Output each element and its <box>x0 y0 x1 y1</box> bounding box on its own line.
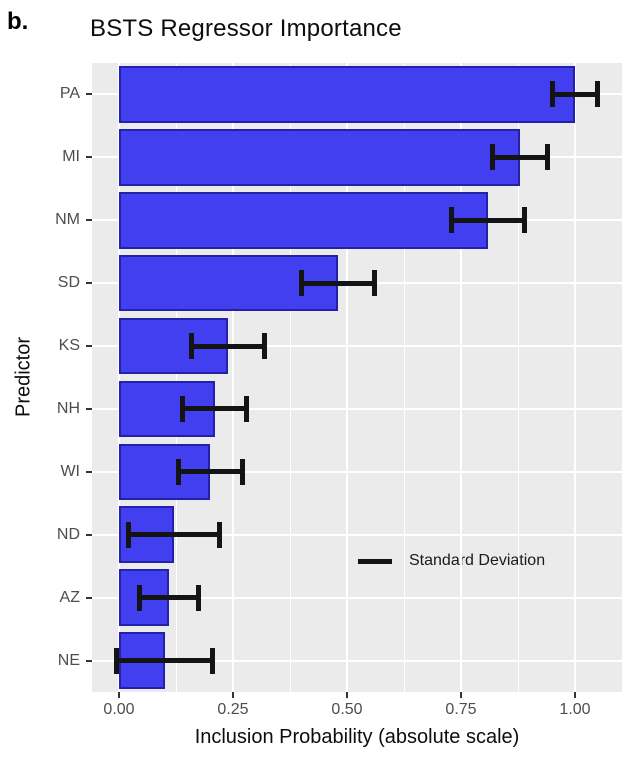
errorbar-cap-right-ks <box>262 333 268 360</box>
y-tick-label-ks: KS <box>58 337 80 355</box>
gridline-major-y <box>92 596 622 599</box>
x-tick-0.00 <box>118 692 120 698</box>
gridline-major-x <box>574 63 576 692</box>
gridline-major-x <box>232 63 234 692</box>
bar-mi <box>119 129 521 186</box>
y-tick-nh <box>86 407 92 410</box>
errorbar-cap-right-nm <box>522 207 528 234</box>
bar-nm <box>119 191 489 249</box>
errorbar-cap-left-az <box>137 584 143 611</box>
gridline-major-y <box>92 345 622 348</box>
y-tick-wi <box>86 470 92 473</box>
y-tick-sd <box>86 282 92 285</box>
x-tick-label-0.00: 0.00 <box>103 701 135 718</box>
gridline-major-y <box>92 533 622 536</box>
gridline-major-y <box>92 659 622 662</box>
x-tick-1.00 <box>574 692 576 698</box>
y-tick-nd <box>86 533 92 536</box>
y-tick-label-nd: ND <box>56 525 80 543</box>
y-tick-ks <box>86 345 92 348</box>
gridline-major-x <box>346 63 348 692</box>
errorbar-ne <box>116 658 213 664</box>
errorbar-cap-left-nd <box>125 521 131 548</box>
errorbar-pa <box>552 91 598 97</box>
errorbar-cap-left-wi <box>175 458 181 485</box>
legend: Standard Deviation <box>358 552 545 570</box>
gridline-minor-x <box>517 63 519 692</box>
errorbar-cap-right-ne <box>209 647 215 674</box>
errorbar-cap-left-nm <box>449 207 455 234</box>
errorbar-cap-right-nh <box>244 395 250 422</box>
errorbar-cap-right-sd <box>371 270 377 297</box>
errorbar-cap-right-pa <box>595 81 601 108</box>
errorbar-cap-left-mi <box>490 144 496 171</box>
y-tick-label-mi: MI <box>62 148 80 166</box>
errorbar-nd <box>128 532 220 538</box>
errorbar-cap-right-nd <box>216 521 222 548</box>
y-tick-az <box>86 596 92 599</box>
x-axis-title: Inclusion Probability (absolute scale) <box>194 726 520 748</box>
y-tick-label-nm: NM <box>55 211 80 229</box>
errorbar-cap-right-mi <box>545 144 551 171</box>
legend-errorbar-key <box>358 558 392 564</box>
gridline-major-y <box>92 407 622 410</box>
x-tick-label-0.75: 0.75 <box>445 701 477 718</box>
legend-label: Standard Deviation <box>409 552 546 569</box>
errorbar-sd <box>301 280 375 286</box>
errorbar-ks <box>191 343 265 349</box>
errorbar-cap-right-wi <box>239 458 245 485</box>
y-tick-mi <box>86 156 92 159</box>
y-tick-pa <box>86 93 92 96</box>
errorbar-cap-left-nh <box>180 395 186 422</box>
y-axis-title: Predictor <box>12 336 35 418</box>
gridline-major-y <box>92 470 622 473</box>
chart-title: BSTS Regressor Importance <box>90 15 402 42</box>
x-tick-label-0.25: 0.25 <box>217 701 249 718</box>
errorbar-cap-left-ne <box>114 647 120 674</box>
plot-panel: Standard Deviation <box>92 63 622 692</box>
errorbar-nm <box>451 217 525 223</box>
y-tick-label-ne: NE <box>57 651 80 669</box>
y-tick-label-wi: WI <box>60 462 80 480</box>
gridline-major-x <box>118 63 120 692</box>
errorbar-wi <box>178 469 243 475</box>
errorbar-mi <box>492 154 548 160</box>
figure-panel-label: b. <box>7 8 29 35</box>
y-tick-nm <box>86 219 92 222</box>
errorbar-cap-right-az <box>196 584 202 611</box>
y-tick-label-pa: PA <box>59 85 80 103</box>
errorbar-nh <box>182 406 247 412</box>
y-tick-label-sd: SD <box>57 274 80 292</box>
gridline-minor-x <box>289 63 291 692</box>
bar-pa <box>119 66 575 123</box>
x-tick-label-0.50: 0.50 <box>331 701 363 718</box>
gridline-minor-x <box>175 63 177 692</box>
gridline-minor-x <box>403 63 405 692</box>
errorbar-az <box>139 595 199 601</box>
y-tick-ne <box>86 659 92 662</box>
errorbar-cap-left-pa <box>549 81 555 108</box>
y-tick-label-nh: NH <box>56 399 80 417</box>
y-tick-label-az: AZ <box>59 588 80 606</box>
x-tick-label-1.00: 1.00 <box>559 701 591 718</box>
x-tick-0.25 <box>232 692 234 698</box>
errorbar-cap-left-ks <box>189 333 195 360</box>
x-tick-0.75 <box>460 692 462 698</box>
x-tick-0.50 <box>346 692 348 698</box>
errorbar-cap-left-sd <box>298 270 304 297</box>
gridline-major-x <box>460 63 462 692</box>
